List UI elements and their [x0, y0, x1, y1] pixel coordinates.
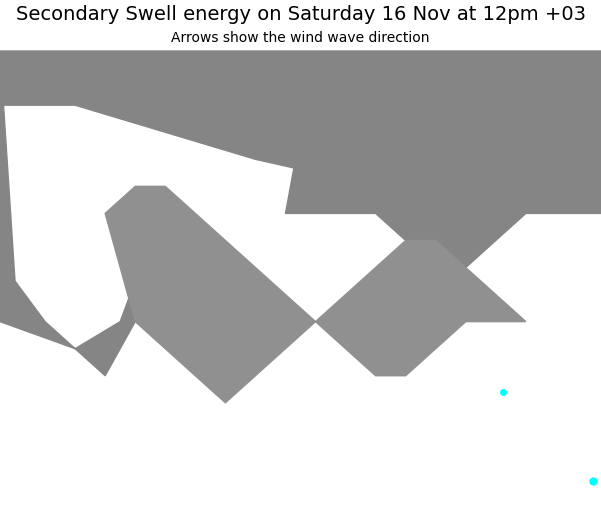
Text: Secondary Swell energy on Saturday 16 Nov at 12pm +03: Secondary Swell energy on Saturday 16 No… [16, 5, 585, 24]
Text: Arrows show the wind wave direction: Arrows show the wind wave direction [171, 31, 430, 45]
Polygon shape [0, 51, 601, 187]
Polygon shape [0, 51, 195, 376]
Polygon shape [105, 187, 526, 403]
Polygon shape [285, 51, 601, 268]
